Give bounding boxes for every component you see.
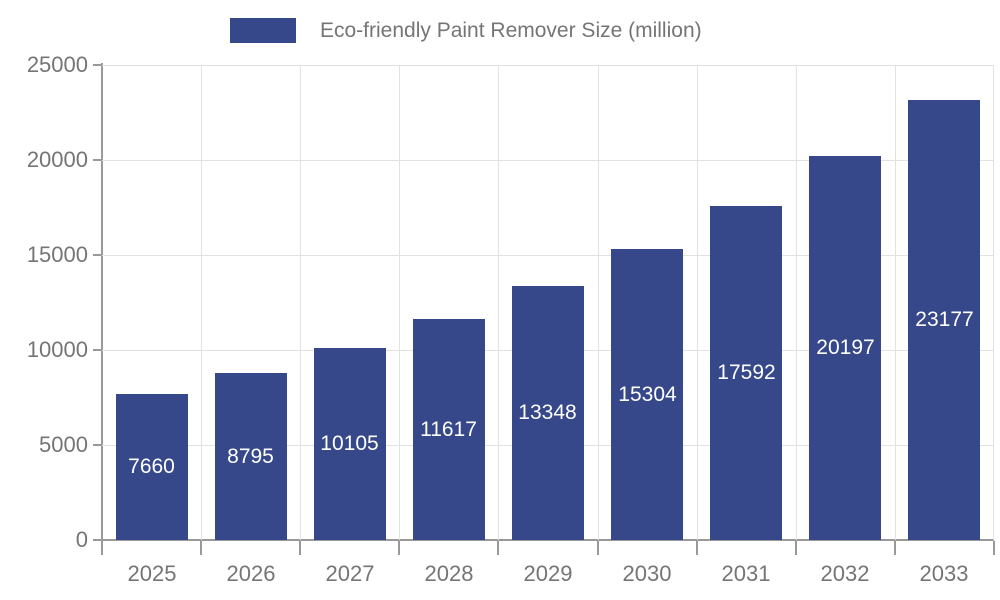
plot-area: 7660 8795 10105 11617 13348 15304 17592 20197 23… <box>102 64 994 540</box>
legend-swatch <box>230 18 296 43</box>
bar-value-label: 13348 <box>518 401 577 424</box>
x-axis-tick <box>993 541 995 555</box>
y-tick-label: 25000 <box>26 52 88 77</box>
bar-value-label: 23177 <box>915 308 974 331</box>
y-tick-label: 0 <box>75 527 88 552</box>
x-tick-label: 2032 <box>820 561 870 586</box>
y-axis-tick <box>93 539 101 541</box>
x-tick-label: 2033 <box>919 561 969 586</box>
y-axis-tick <box>93 159 101 161</box>
x-gridline <box>598 65 599 540</box>
y-axis-tick <box>93 349 101 351</box>
bar-2032 <box>809 156 881 540</box>
x-axis-tick <box>398 541 400 555</box>
x-axis-tick <box>101 541 103 555</box>
x-gridline <box>796 65 797 540</box>
bar-value-label: 17592 <box>717 361 776 384</box>
bar-2030 <box>611 249 683 540</box>
y-gridline <box>102 64 994 66</box>
x-tick-label: 2026 <box>226 561 276 586</box>
legend: Eco-friendly Paint Remover Size (million… <box>230 18 702 43</box>
bar-value-label: 15304 <box>618 382 677 406</box>
y-axis-line <box>101 63 103 555</box>
x-tick-label: 2029 <box>523 561 573 586</box>
y-tick-label: 10000 <box>26 337 88 362</box>
x-gridline <box>300 65 301 540</box>
x-gridline <box>201 65 202 540</box>
bar-value-label: 10105 <box>320 432 379 455</box>
x-axis-tick <box>597 541 599 555</box>
x-gridline <box>399 65 400 540</box>
bar-value-label: 7660 <box>128 455 175 478</box>
bar-value-label: 11617 <box>420 417 477 441</box>
x-axis-tick <box>200 541 202 555</box>
y-gridline <box>102 254 994 256</box>
y-tick-label: 5000 <box>39 432 88 457</box>
x-axis-tick <box>795 541 797 555</box>
y-gridline <box>102 159 994 161</box>
x-axis-tick <box>696 541 698 555</box>
x-axis-tick <box>497 541 499 555</box>
legend-label: Eco-friendly Paint Remover Size (million… <box>320 18 702 42</box>
x-axis-tick <box>299 541 301 555</box>
bar-2033 <box>908 100 980 540</box>
bar-value-label: 20197 <box>816 336 875 359</box>
x-tick-label: 2030 <box>622 561 672 586</box>
bar-2025 <box>116 394 188 540</box>
bar-2026 <box>215 373 287 540</box>
x-gridline <box>895 65 896 540</box>
x-tick-label: 2025 <box>127 561 177 586</box>
x-gridline <box>697 65 698 540</box>
x-axis-line <box>101 539 994 541</box>
y-axis-tick <box>93 444 101 446</box>
x-axis-tick <box>894 541 896 555</box>
y-axis-tick <box>93 254 101 256</box>
x-tick-label: 2027 <box>325 561 375 586</box>
bar-value-label: 8795 <box>227 444 274 468</box>
x-tick-label: 2028 <box>424 561 474 586</box>
x-gridline <box>993 65 994 540</box>
bar-2028 <box>413 319 485 540</box>
x-gridline <box>498 65 499 540</box>
bar-2029 <box>512 286 584 540</box>
y-tick-label: 20000 <box>26 147 88 172</box>
bar-2027 <box>314 348 386 540</box>
bar-2031 <box>710 206 782 540</box>
y-tick-label: 15000 <box>26 242 88 267</box>
x-tick-label: 2031 <box>721 561 771 586</box>
y-axis-tick <box>93 64 101 66</box>
